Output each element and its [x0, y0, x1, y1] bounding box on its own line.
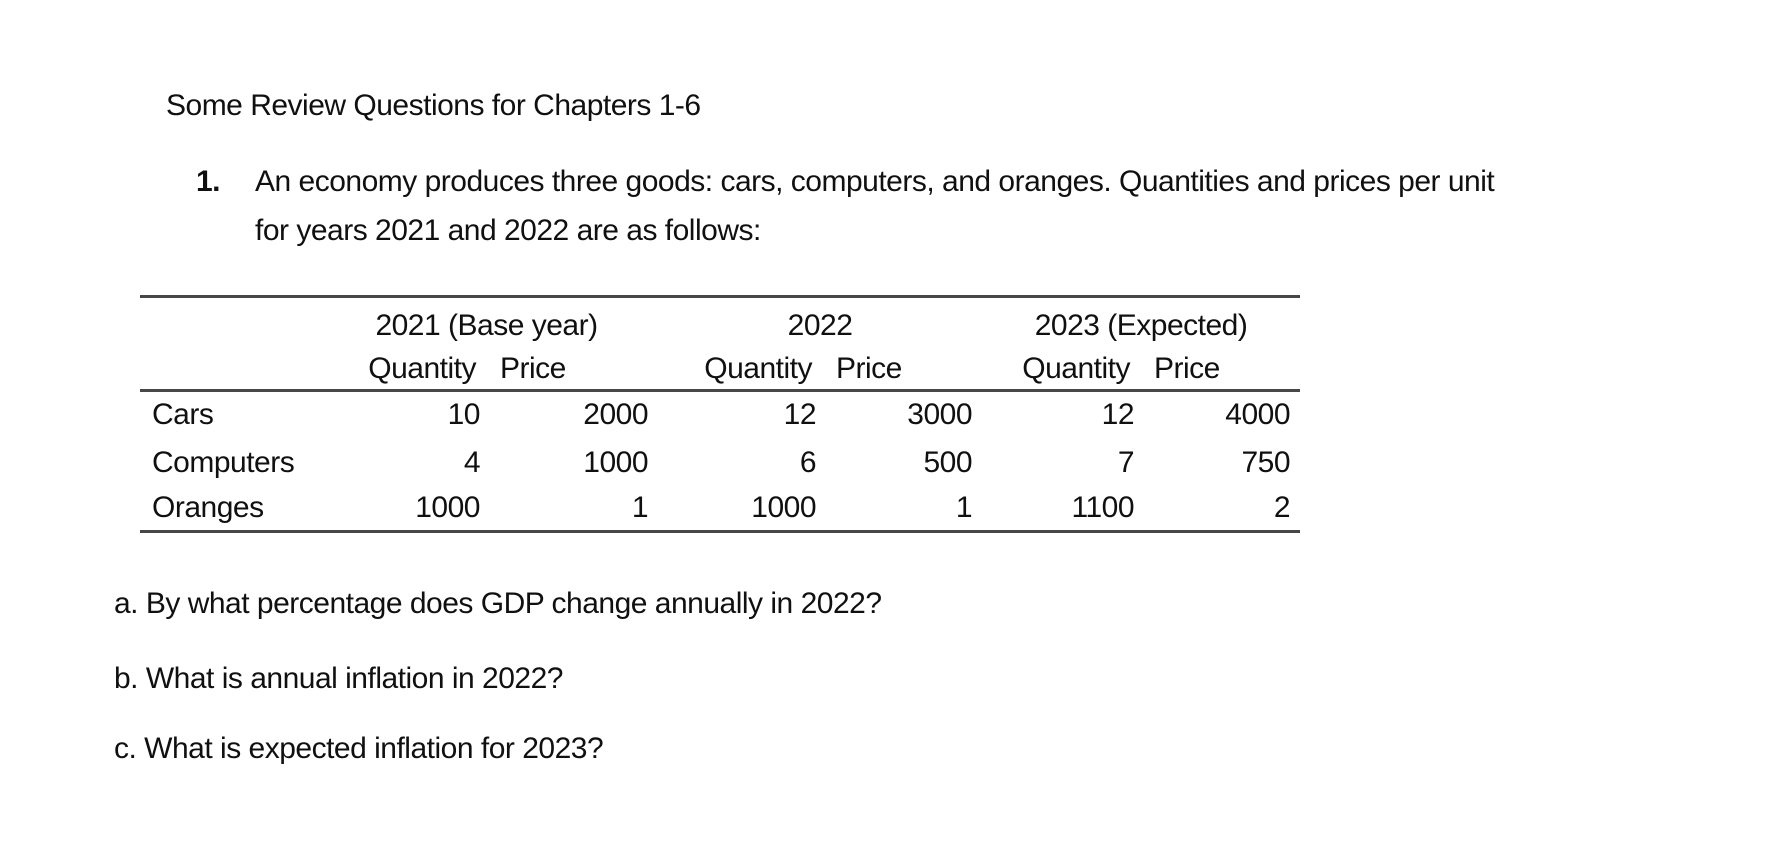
sub-question-a: a. By what percentage does GDP change an…: [114, 587, 882, 620]
cars-2021-quantity: 10: [447, 398, 481, 432]
row-label-computers: Computers: [152, 445, 295, 479]
page-title: Some Review Questions for Chapters 1-6: [166, 89, 701, 122]
cars-2023-price: 4000: [1225, 398, 1291, 432]
question-text-line-1: An economy produces three goods: cars, c…: [255, 165, 1495, 198]
cars-2023-quantity: 12: [1101, 398, 1135, 432]
oranges-2023-price: 2: [1273, 491, 1291, 525]
computers-2022-quantity: 6: [799, 445, 817, 479]
empty-header-cell: [140, 345, 315, 392]
cars-2022-quantity: 12: [783, 398, 817, 432]
computers-2021-quantity: 4: [463, 445, 481, 479]
sub-question-c: c. What is expected inflation for 2023?: [114, 732, 604, 765]
question-text: An economy produces three goods: cars, c…: [255, 157, 1495, 255]
oranges-2023-quantity: 1100: [1071, 491, 1135, 525]
computers-2021-price: 1000: [583, 445, 649, 479]
oranges-2021-quantity: 1000: [415, 491, 480, 525]
sub-question-b: b. What is annual inflation in 2022?: [114, 662, 563, 695]
cars-2022-price: 3000: [907, 398, 973, 432]
table-row-cars: Cars 10 2000 12 3000 12 4000: [140, 391, 1300, 439]
table-row-computers: Computers 4 1000 6 500 7 750: [140, 439, 1300, 487]
quantity-header-2023: Quantity: [982, 345, 1145, 392]
year-header-row: 2021 (Base year) 2022 2023 (Expected): [140, 297, 1300, 346]
year-header-2023: 2023 (Expected): [1034, 308, 1248, 342]
quantity-header-2022: Quantity: [658, 345, 827, 392]
price-header-2021: Price: [490, 345, 659, 392]
row-label-cars: Cars: [152, 398, 214, 432]
quantity-header-2021: Quantity: [315, 345, 490, 392]
year-header-2022: 2022: [787, 308, 853, 342]
measure-header-row: Quantity Price Quantity Price Quantity P…: [140, 345, 1301, 392]
price-header-2023: Price: [1144, 345, 1301, 392]
price-header-2022: Price: [826, 345, 983, 392]
table-row-oranges: Oranges 1000 1 1000 1 1100 2: [140, 487, 1300, 532]
row-label-oranges: Oranges: [152, 491, 264, 525]
oranges-2022-price: 1: [955, 491, 973, 525]
computers-2022-price: 500: [923, 445, 973, 479]
question-text-line-2: for years 2021 and 2022 are as follows:: [255, 214, 761, 247]
economy-data-table: 2021 (Base year) 2022 2023 (Expected) Qu…: [140, 295, 1301, 533]
question-number: 1.: [196, 165, 221, 198]
computers-2023-quantity: 7: [1117, 445, 1135, 479]
oranges-2021-price: 1: [631, 491, 649, 525]
computers-2023-price: 750: [1241, 445, 1291, 479]
year-header-2021: 2021 (Base year): [375, 308, 598, 342]
oranges-2022-quantity: 1000: [751, 491, 817, 525]
cars-2021-price: 2000: [583, 398, 649, 432]
corner-cell: [140, 297, 315, 346]
